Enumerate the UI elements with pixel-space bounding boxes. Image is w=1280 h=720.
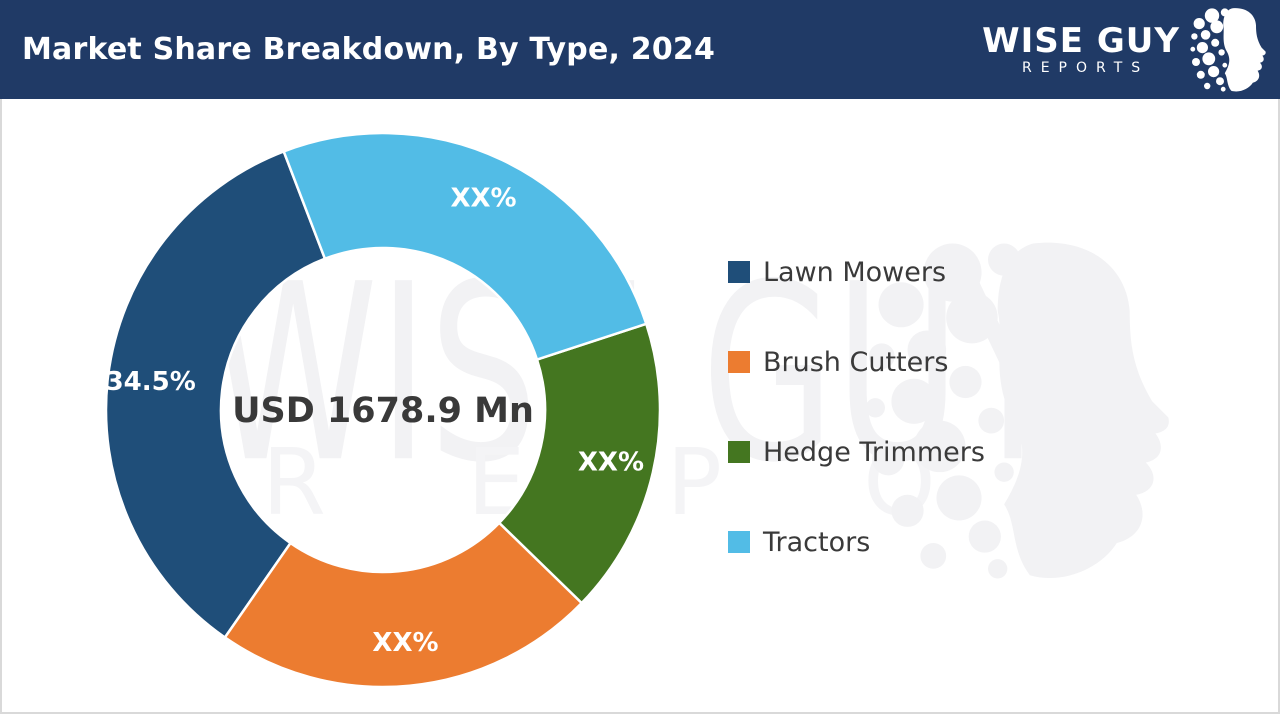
legend-swatch-lawn-mowers	[728, 261, 750, 283]
header-bar: Market Share Breakdown, By Type, 2024 WI…	[0, 0, 1280, 99]
wiseguy-logo-subtitle: REPORTS	[1021, 60, 1150, 76]
slice-label-tractors: XX%	[450, 184, 516, 214]
wiseguy-logo-wordmark: WISE GUY	[982, 21, 1180, 61]
donut-chart: 34.5% XX% XX% XX% USD 1678.9 Mn	[104, 131, 662, 689]
wiseguy-logo: WISE GUY REPORTS	[982, 4, 1268, 96]
donut-slice-hedge-trimmers	[498, 322, 662, 605]
slice-label-lawn-mowers: 34.5%	[106, 367, 196, 397]
wiseguy-face-icon	[1190, 8, 1266, 92]
legend-item-lawn-mowers: Lawn Mowers	[728, 257, 985, 288]
donut-slice-tractors	[282, 131, 648, 361]
legend-item-hedge-trimmers: Hedge Trimmers	[728, 437, 985, 468]
legend-swatch-brush-cutters	[728, 351, 750, 373]
legend-swatch-hedge-trimmers	[728, 441, 750, 463]
slice-label-brush-cutters: XX%	[372, 628, 438, 658]
legend-swatch-tractors	[728, 531, 750, 553]
legend-label-hedge-trimmers: Hedge Trimmers	[763, 436, 985, 468]
donut-slice-lawn-mowers	[104, 150, 327, 639]
chart-legend: Lawn Mowers Brush Cutters Hedge Trimmers Tr…	[728, 257, 985, 620]
legend-item-brush-cutters: Brush Cutters	[728, 347, 985, 378]
wiseguy-logo-text: WISE GUY REPORTS	[982, 23, 1180, 77]
page-title: Market Share Breakdown, By Type, 2024	[22, 32, 716, 67]
legend-label-lawn-mowers: Lawn Mowers	[763, 256, 947, 288]
donut-slice-brush-cutters	[223, 521, 583, 689]
donut-center-value: USD 1678.9 Mn	[232, 391, 534, 431]
slice-label-hedge-trimmers: XX%	[578, 448, 644, 478]
legend-label-tractors: Tractors	[763, 526, 871, 558]
legend-label-brush-cutters: Brush Cutters	[763, 346, 949, 378]
legend-item-tractors: Tractors	[728, 527, 985, 558]
